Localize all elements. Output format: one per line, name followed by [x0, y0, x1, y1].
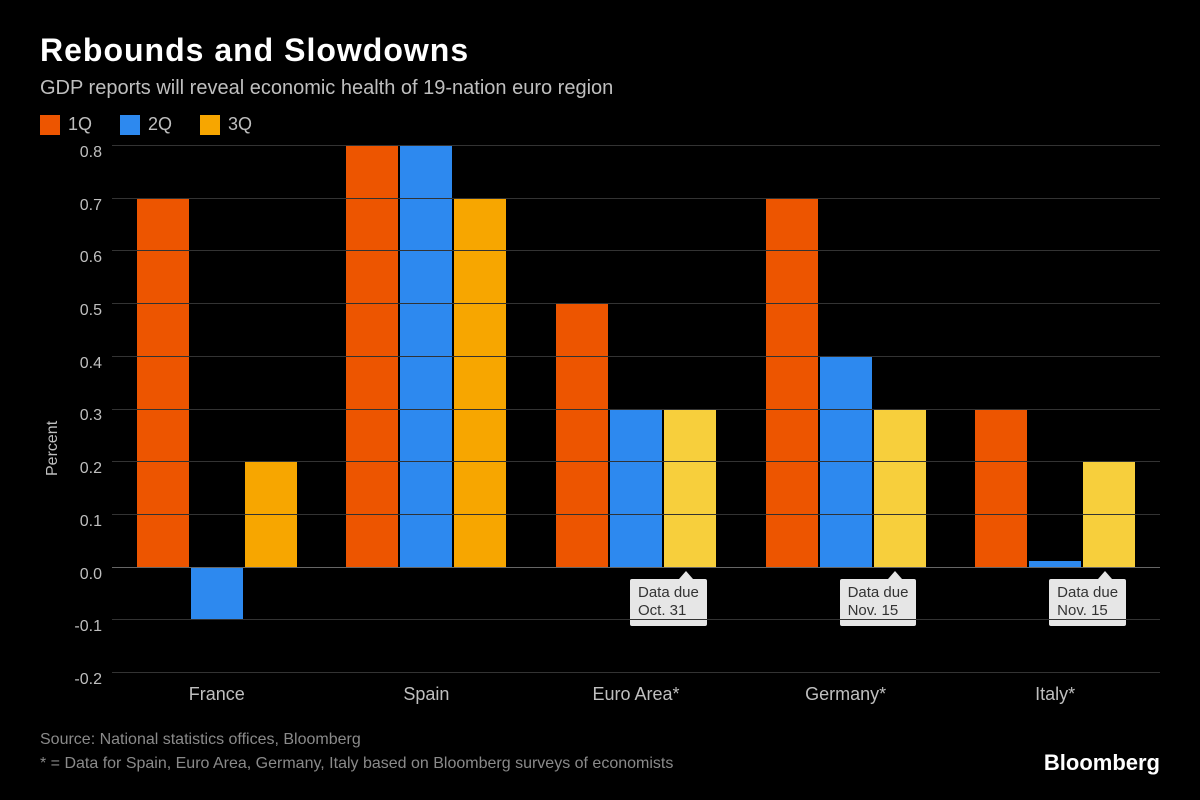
legend-item-2q: 2Q: [120, 114, 172, 135]
chart-area: Percent 0.80.70.60.50.40.30.20.10.0-0.1-…: [40, 145, 1160, 712]
legend-label: 3Q: [228, 114, 252, 135]
gridline: [112, 356, 1160, 357]
gridline: [112, 303, 1160, 304]
legend-item-3q: 3Q: [200, 114, 252, 135]
x-axis-label: Euro Area*: [531, 672, 741, 712]
x-axis-label: Italy*: [950, 672, 1160, 712]
gridline: [112, 514, 1160, 515]
bar: [454, 198, 506, 567]
legend-swatch: [40, 115, 60, 135]
gridline: [112, 409, 1160, 410]
legend-swatch: [200, 115, 220, 135]
bar: [874, 409, 926, 567]
bar: [191, 567, 243, 620]
chart-container: Rebounds and Slowdowns GDP reports will …: [0, 0, 1200, 800]
footnote-line: * = Data for Spain, Euro Area, Germany, …: [40, 752, 673, 776]
plot-area: Data due Oct. 31Data due Nov. 15Data due…: [112, 145, 1160, 672]
x-axis-label: France: [112, 672, 322, 712]
bar: [137, 198, 189, 567]
legend-item-1q: 1Q: [40, 114, 92, 135]
bar: [556, 303, 608, 567]
gridline: [112, 619, 1160, 620]
legend-label: 1Q: [68, 114, 92, 135]
y-axis-label: Percent: [40, 145, 62, 712]
legend-label: 2Q: [148, 114, 172, 135]
bar: [664, 409, 716, 567]
gridline: [112, 198, 1160, 199]
legend-swatch: [120, 115, 140, 135]
footer-text: Source: National statistics offices, Blo…: [40, 728, 673, 776]
source-line: Source: National statistics offices, Blo…: [40, 728, 673, 752]
chart-title: Rebounds and Slowdowns: [40, 32, 1160, 69]
gridline: [112, 461, 1160, 462]
bar: [610, 409, 662, 567]
x-axis-label: Spain: [322, 672, 532, 712]
chart-subtitle: GDP reports will reveal economic health …: [40, 77, 1160, 100]
bar: [975, 409, 1027, 567]
bar: [766, 198, 818, 567]
brand-logo: Bloomberg: [1044, 750, 1160, 776]
gridline: [112, 567, 1160, 568]
y-axis-ticks: 0.80.70.60.50.40.30.20.10.0-0.1-0.2: [62, 145, 112, 712]
legend: 1Q 2Q 3Q: [40, 114, 1160, 135]
plot: Data due Oct. 31Data due Nov. 15Data due…: [112, 145, 1160, 712]
chart-footer: Source: National statistics offices, Blo…: [40, 728, 1160, 776]
x-axis-label: Germany*: [741, 672, 951, 712]
gridline: [112, 250, 1160, 251]
gridline: [112, 145, 1160, 146]
x-axis-labels: FranceSpainEuro Area*Germany*Italy*: [112, 672, 1160, 712]
